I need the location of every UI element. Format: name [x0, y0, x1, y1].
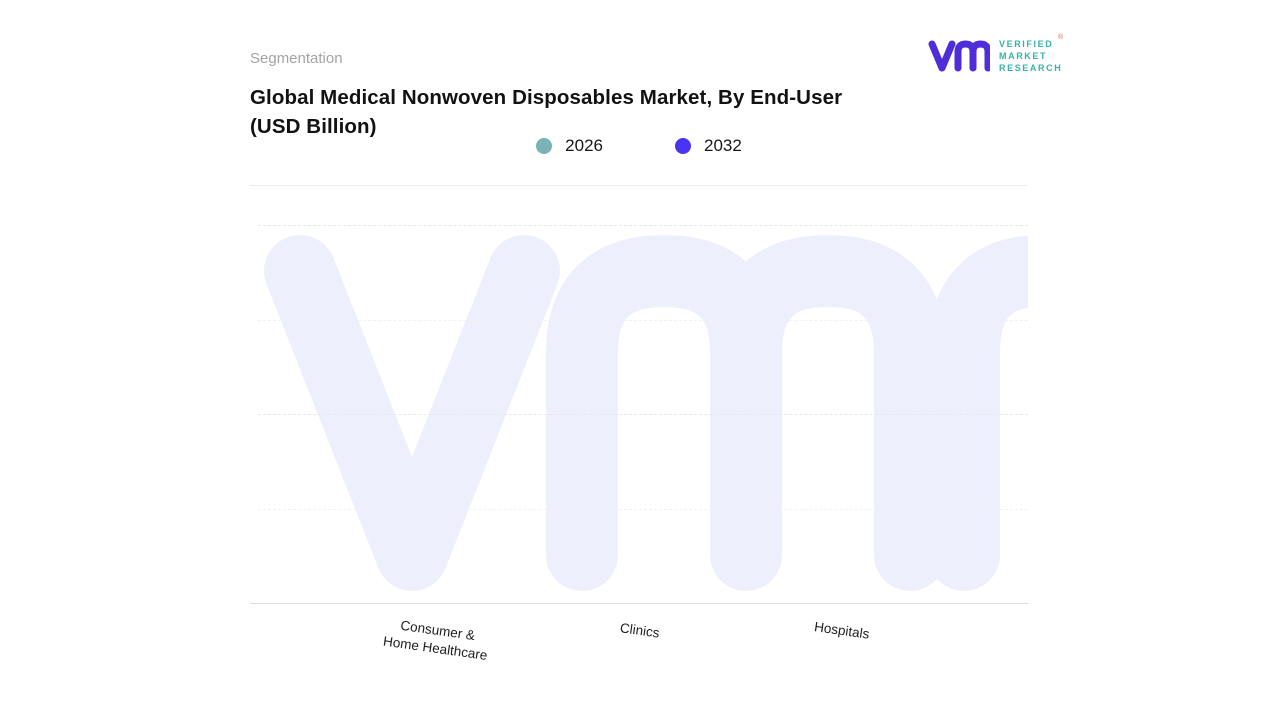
legend-label-2026: 2026: [565, 136, 603, 155]
vmr-logo-text: VERIFIED MARKET RESEARCH: [999, 39, 1062, 73]
vmr-logo-icon: [928, 36, 990, 76]
x-axis-label-3: Hospitals: [813, 619, 871, 642]
chart-area: [258, 225, 1028, 603]
x-axis-label-2: Clinics: [619, 620, 662, 641]
chart-legend: 2026 2032: [250, 136, 1028, 156]
logo-line-verified: VERIFIED: [999, 39, 1054, 49]
title-line-2: (USD Billion): [250, 115, 377, 138]
page-title: Global Medical Nonwoven Disposables Mark…: [250, 83, 910, 141]
eyebrow-label: Segmentation: [250, 50, 343, 67]
gridline-75: [258, 508, 1028, 510]
title-line-1: Global Medical Nonwoven Disposables Mark…: [250, 86, 843, 109]
x-axis-label-1: Consumer & Home Healthcare: [382, 617, 489, 663]
logo-line-market: MARKET: [999, 51, 1048, 61]
header-divider: [250, 185, 1028, 186]
plot-area: [258, 225, 1028, 603]
gridline-25: [258, 319, 1028, 321]
vmr-logo: VERIFIED MARKET RESEARCH ®: [928, 34, 1064, 76]
legend-item-2032: 2032: [675, 136, 742, 156]
x-axis-labels: Consumer & Home Healthcare Clinics Hospita…: [258, 618, 1028, 702]
gridline-top: [258, 225, 1028, 226]
legend-label-2032: 2032: [704, 136, 742, 155]
legend-dot-2026: [536, 138, 553, 154]
legend-item-2026: 2026: [536, 136, 603, 156]
registered-mark: ®: [1058, 34, 1064, 41]
gridline-mid: [258, 414, 1028, 415]
legend-dot-2032: [675, 138, 691, 154]
x-axis-line: [250, 603, 1028, 604]
logo-line-research: RESEARCH: [999, 63, 1063, 73]
